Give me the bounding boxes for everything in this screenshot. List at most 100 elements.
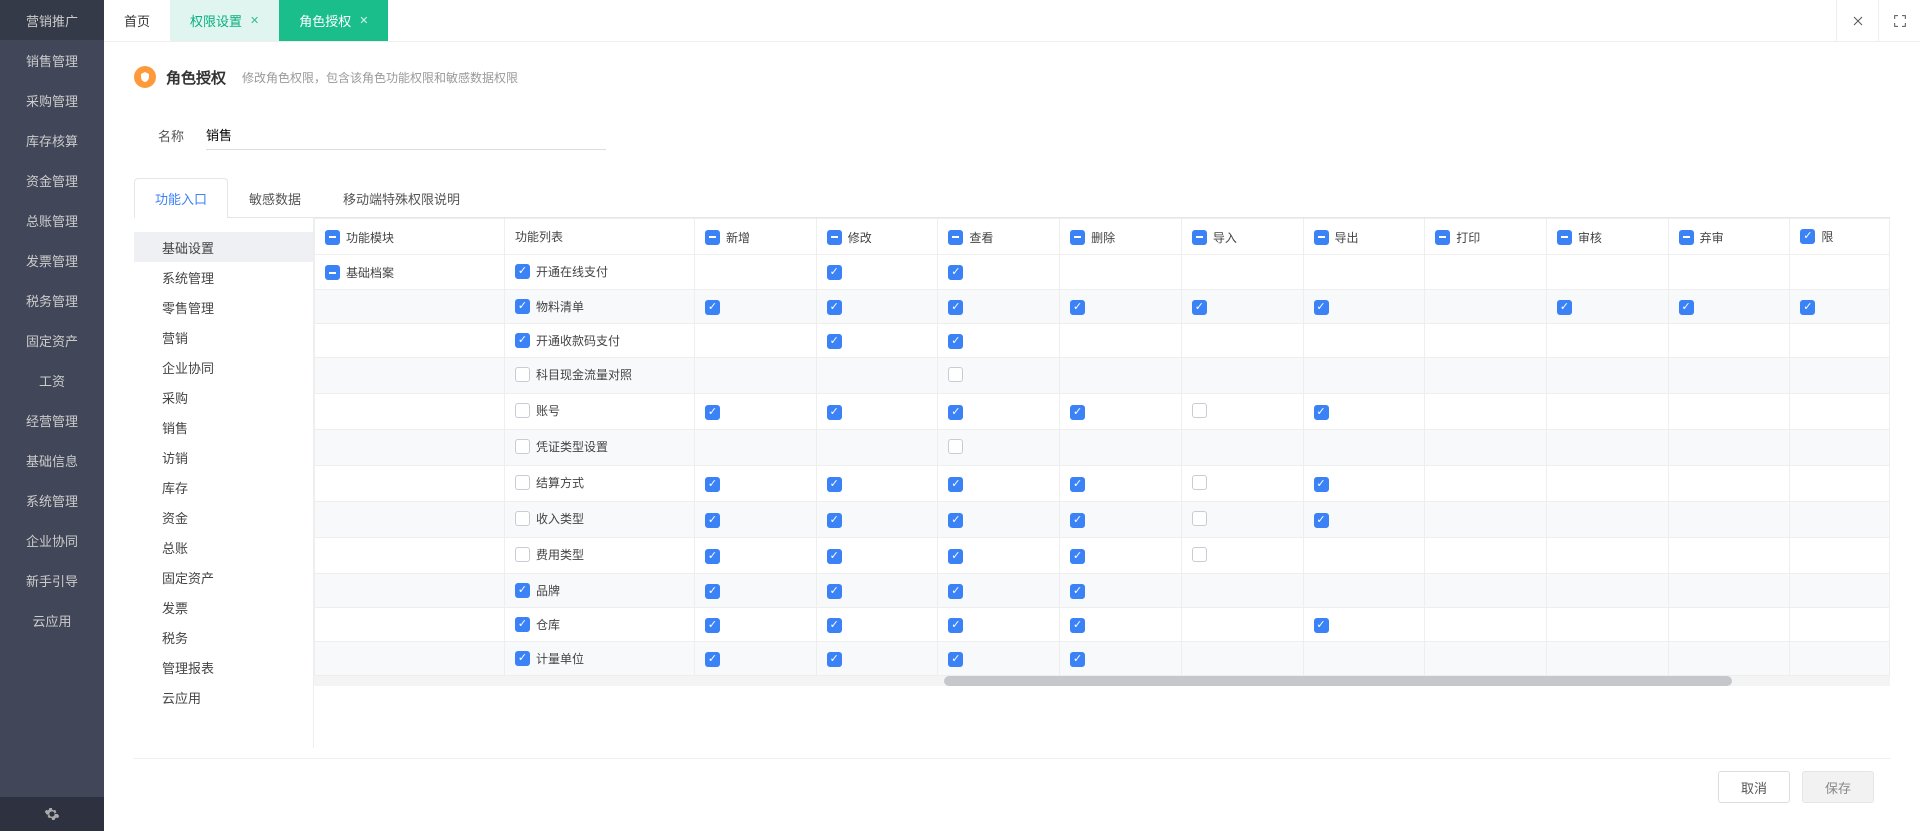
sidebar-item[interactable]: 资金管理 — [0, 160, 104, 200]
checkbox[interactable] — [1314, 300, 1329, 315]
sidebar-item[interactable]: 总账管理 — [0, 200, 104, 240]
module-item[interactable]: 发票 — [134, 592, 313, 622]
module-item[interactable]: 访销 — [134, 442, 313, 472]
checkbox[interactable]: 新增 — [705, 229, 750, 246]
checkbox[interactable] — [1070, 477, 1085, 492]
cancel-button[interactable]: 取消 — [1718, 771, 1790, 803]
checkbox[interactable]: 开通在线支付 — [515, 263, 608, 280]
checkbox[interactable] — [705, 513, 720, 528]
checkbox[interactable]: 审核 — [1557, 229, 1602, 246]
checkbox[interactable]: 收入类型 — [515, 510, 584, 527]
checkbox[interactable] — [1070, 652, 1085, 667]
sidebar-settings[interactable] — [0, 797, 104, 831]
checkbox[interactable] — [705, 300, 720, 315]
checkbox[interactable] — [705, 477, 720, 492]
fullscreen-button[interactable] — [1878, 0, 1920, 42]
checkbox[interactable] — [1192, 403, 1207, 418]
checkbox[interactable]: 费用类型 — [515, 546, 584, 563]
checkbox[interactable] — [1070, 584, 1085, 599]
checkbox[interactable] — [1070, 300, 1085, 315]
checkbox[interactable] — [827, 652, 842, 667]
module-item[interactable]: 零售管理 — [134, 292, 313, 322]
sidebar-item[interactable]: 基础信息 — [0, 440, 104, 480]
checkbox[interactable] — [827, 300, 842, 315]
sidebar-item[interactable]: 销售管理 — [0, 40, 104, 80]
sidebar-item[interactable]: 库存核算 — [0, 120, 104, 160]
tab-close-icon[interactable]: ✕ — [250, 14, 259, 27]
inner-tab[interactable]: 功能入口 — [134, 178, 228, 218]
checkbox[interactable]: 功能模块 — [325, 229, 394, 246]
checkbox[interactable] — [1192, 547, 1207, 562]
checkbox[interactable] — [1800, 300, 1815, 315]
checkbox[interactable] — [948, 513, 963, 528]
checkbox[interactable] — [705, 618, 720, 633]
checkbox[interactable] — [1314, 477, 1329, 492]
checkbox[interactable]: 导出 — [1314, 229, 1359, 246]
checkbox[interactable] — [948, 477, 963, 492]
checkbox[interactable]: 物料清单 — [515, 298, 584, 315]
checkbox[interactable] — [948, 334, 963, 349]
module-item[interactable]: 管理报表 — [134, 652, 313, 682]
save-button[interactable]: 保存 — [1802, 771, 1874, 803]
checkbox[interactable] — [948, 300, 963, 315]
checkbox[interactable]: 限 — [1800, 228, 1833, 245]
checkbox[interactable]: 弃审 — [1679, 229, 1724, 246]
checkbox[interactable] — [1192, 511, 1207, 526]
checkbox[interactable] — [948, 618, 963, 633]
h-scrollbar[interactable] — [314, 676, 1890, 686]
checkbox[interactable] — [1679, 300, 1694, 315]
checkbox[interactable]: 账号 — [515, 402, 560, 419]
checkbox[interactable] — [948, 584, 963, 599]
checkbox[interactable]: 凭证类型设置 — [515, 438, 608, 455]
checkbox[interactable] — [1314, 618, 1329, 633]
close-tab-button[interactable] — [1836, 0, 1878, 42]
checkbox[interactable]: 删除 — [1070, 229, 1115, 246]
checkbox[interactable] — [1192, 300, 1207, 315]
tab[interactable]: 角色授权✕ — [279, 0, 388, 41]
checkbox[interactable] — [1070, 549, 1085, 564]
checkbox[interactable] — [705, 652, 720, 667]
checkbox[interactable]: 计量单位 — [515, 650, 584, 667]
sidebar-item[interactable]: 采购管理 — [0, 80, 104, 120]
permission-table-wrap[interactable]: 功能模块功能列表新增修改查看删除导入导出打印审核弃审限 基础档案开通在线支付物料… — [314, 218, 1890, 748]
checkbox[interactable] — [705, 584, 720, 599]
checkbox[interactable] — [827, 584, 842, 599]
checkbox[interactable] — [1557, 300, 1572, 315]
checkbox[interactable]: 查看 — [948, 229, 993, 246]
inner-tab[interactable]: 移动端特殊权限说明 — [322, 178, 481, 218]
module-item[interactable]: 云应用 — [134, 682, 313, 712]
checkbox[interactable] — [705, 405, 720, 420]
sidebar-item[interactable]: 固定资产 — [0, 320, 104, 360]
checkbox[interactable] — [1192, 475, 1207, 490]
checkbox[interactable] — [1314, 513, 1329, 528]
checkbox[interactable]: 开通收款码支付 — [515, 332, 620, 349]
checkbox[interactable] — [948, 367, 963, 382]
module-item[interactable]: 税务 — [134, 622, 313, 652]
checkbox[interactable] — [948, 405, 963, 420]
sidebar-item[interactable]: 企业协同 — [0, 520, 104, 560]
sidebar-item[interactable]: 工资 — [0, 360, 104, 400]
sidebar-item[interactable]: 发票管理 — [0, 240, 104, 280]
checkbox[interactable] — [827, 477, 842, 492]
checkbox[interactable] — [948, 265, 963, 280]
module-item[interactable]: 总账 — [134, 532, 313, 562]
sidebar-item[interactable]: 云应用 — [0, 600, 104, 640]
module-item[interactable]: 营销 — [134, 322, 313, 352]
checkbox[interactable] — [827, 549, 842, 564]
checkbox[interactable] — [827, 618, 842, 633]
checkbox[interactable] — [827, 513, 842, 528]
sidebar-item[interactable]: 系统管理 — [0, 480, 104, 520]
checkbox[interactable]: 导入 — [1192, 229, 1237, 246]
module-item[interactable]: 库存 — [134, 472, 313, 502]
module-item[interactable]: 企业协同 — [134, 352, 313, 382]
module-item[interactable]: 采购 — [134, 382, 313, 412]
module-item[interactable]: 销售 — [134, 412, 313, 442]
checkbox[interactable] — [827, 265, 842, 280]
checkbox[interactable]: 打印 — [1435, 229, 1480, 246]
checkbox[interactable]: 修改 — [827, 229, 872, 246]
sidebar-item[interactable]: 经营管理 — [0, 400, 104, 440]
module-item[interactable]: 系统管理 — [134, 262, 313, 292]
checkbox[interactable]: 品牌 — [515, 582, 560, 599]
sidebar-item[interactable]: 营销推广 — [0, 0, 104, 40]
sidebar-item[interactable]: 税务管理 — [0, 280, 104, 320]
